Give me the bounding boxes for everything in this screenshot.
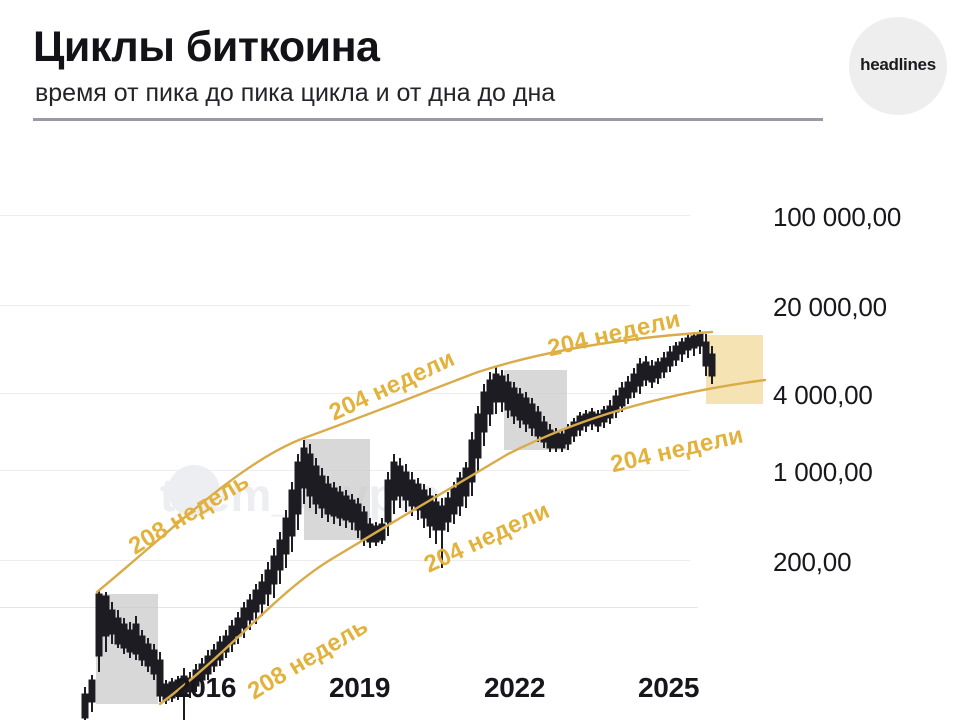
x-tick-2016: 2016 (175, 672, 237, 703)
y-tick-100000: 100 000,00 (773, 202, 902, 232)
gridline-20000 (0, 305, 690, 306)
gridline-4000 (0, 393, 690, 394)
bitcoin-cycles-chart: them_crypto (0, 132, 969, 720)
candlestick-series (81, 330, 716, 720)
y-tick-200: 200,00 (773, 547, 852, 577)
header-divider (33, 118, 823, 121)
logo-label: headlines (860, 55, 936, 74)
x-tick-2019: 2019 (329, 672, 391, 703)
headlines-logo: headlines (849, 17, 947, 115)
price-series-svg (81, 330, 767, 720)
y-tick-20000: 20 000,00 (773, 292, 887, 322)
page-title: Циклы биткоина (33, 23, 380, 71)
gridline-100000 (0, 215, 690, 216)
page-subtitle: время от пика до пика цикла и от дна до … (35, 79, 556, 107)
x-axis-line (0, 607, 698, 608)
peak-cycle-curve (95, 330, 714, 594)
bottom-cycle-curve (158, 378, 767, 706)
header: Циклы биткоина время от пика до пика цик… (0, 0, 969, 132)
gridline-200 (0, 560, 690, 561)
x-tick-2025: 2025 (638, 672, 700, 703)
y-tick-1000: 1 000,00 (773, 457, 873, 487)
y-tick-4000: 4 000,00 (773, 380, 873, 410)
x-tick-2022: 2022 (484, 672, 546, 703)
